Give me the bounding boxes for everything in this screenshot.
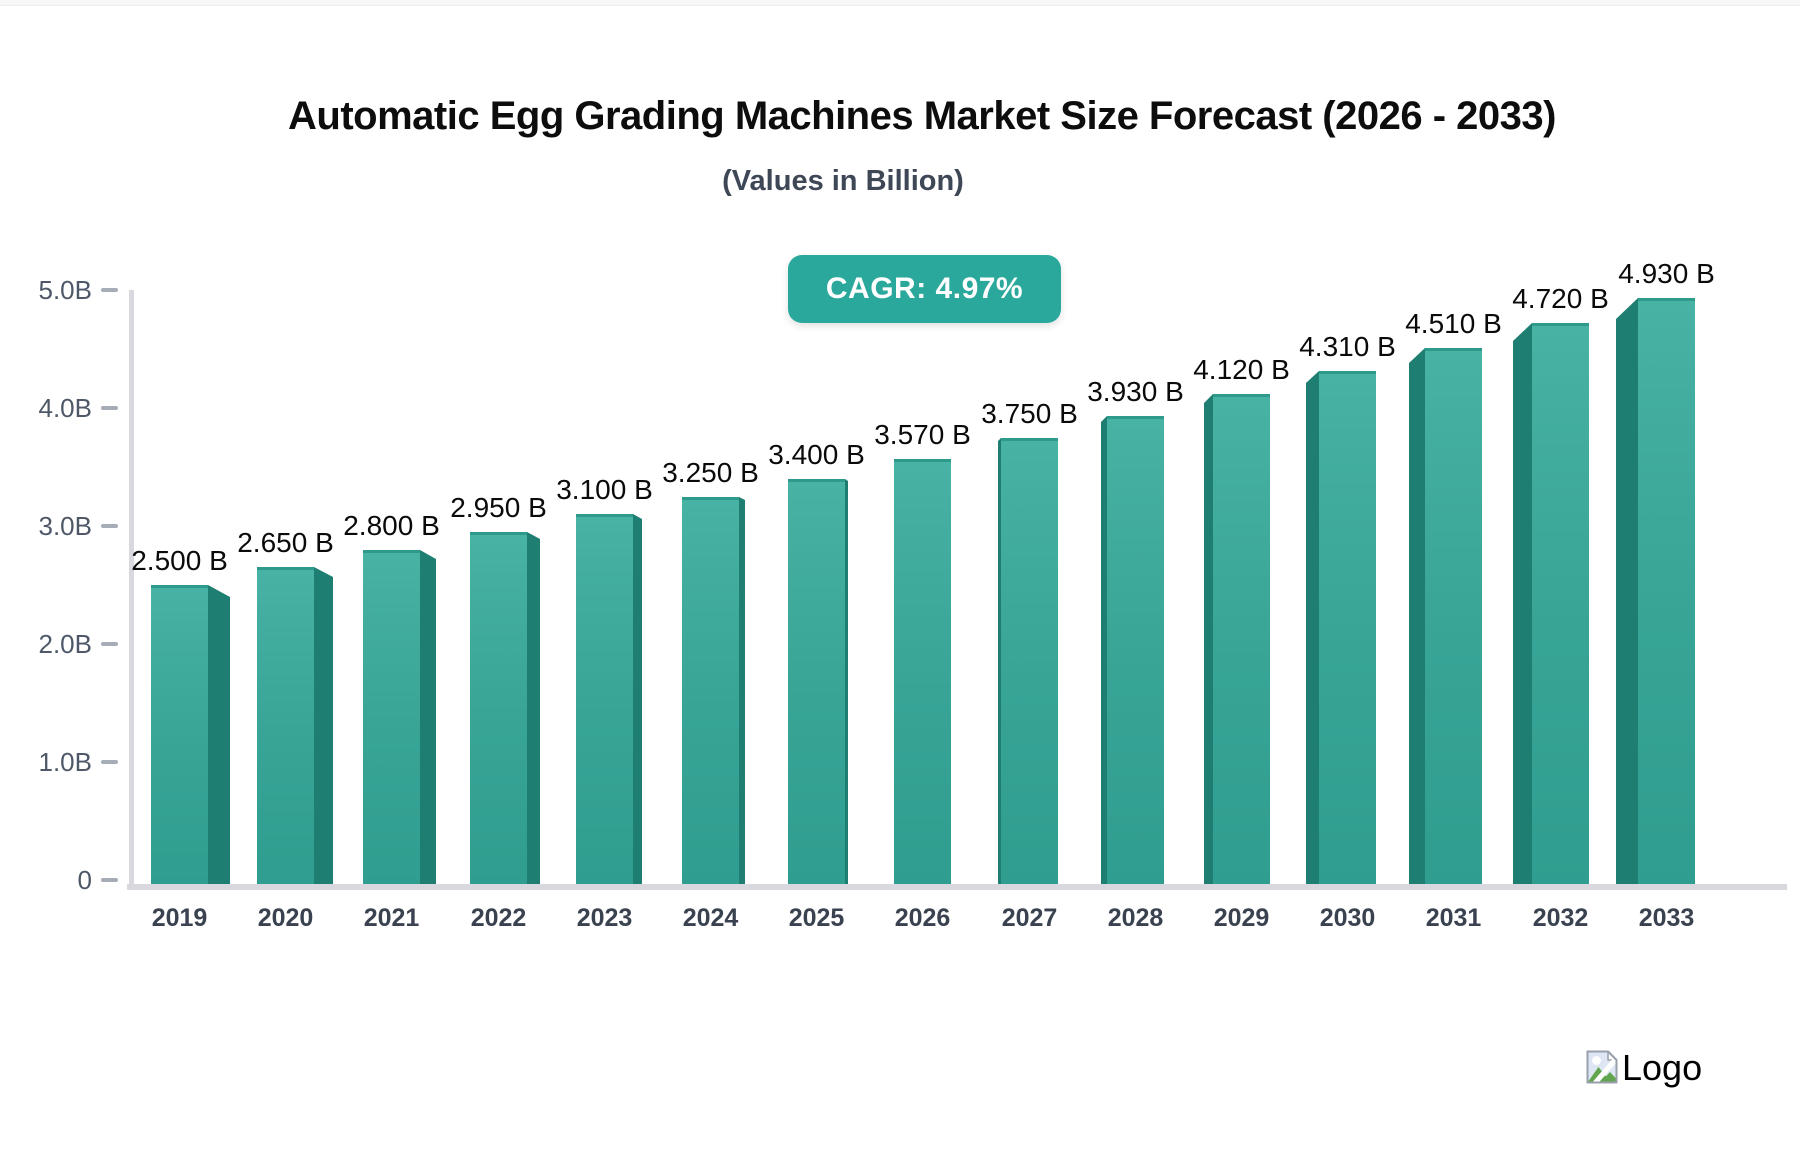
bar-2031 (1425, 348, 1482, 884)
bar-2019-side-face (208, 585, 230, 884)
y-axis-tick-mark (101, 288, 118, 292)
cagr-badge: CAGR: 4.97% (788, 255, 1061, 323)
y-axis-tick-label: 5.0B (38, 275, 93, 305)
y-axis-tick-mark (101, 760, 118, 764)
bar-value-label: 3.400 B (768, 439, 865, 470)
bar-2021-side-face (420, 550, 436, 884)
bar-2020-side-face (314, 567, 333, 884)
bar-2032-side-face (1513, 323, 1532, 884)
bar-2023 (576, 514, 633, 884)
chart-title: Automatic Egg Grading Machines Market Si… (288, 94, 1556, 138)
bar-value-label: 3.250 B (662, 457, 759, 488)
y-axis-line (129, 290, 134, 890)
bar-value-label: 3.750 B (981, 398, 1078, 429)
page-top-strip (0, 0, 1800, 6)
bar-value-label: 2.650 B (237, 527, 334, 558)
y-axis-tick-label: 2.0B (38, 629, 93, 659)
y-axis-tick-label: 3.0B (38, 511, 93, 541)
bar-2030-side-face (1306, 371, 1319, 884)
bar-2029-side-face (1204, 394, 1213, 884)
bar-value-label: 4.510 B (1405, 308, 1502, 339)
bar-2029 (1213, 394, 1270, 884)
bar-2022-side-face (527, 532, 540, 884)
x-axis-tick-label: 2029 (1213, 904, 1270, 932)
bar-value-label: 4.930 B (1618, 258, 1715, 289)
bar-2033-side-face (1616, 298, 1638, 884)
logo-alt-text: Logo (1622, 1047, 1703, 1088)
logo: Logo (1584, 1040, 1703, 1088)
y-axis-tick-mark (101, 642, 118, 646)
bar-2025 (788, 479, 845, 884)
y-axis-tick-mark (101, 524, 118, 528)
x-axis-tick-label: 2033 (1638, 904, 1695, 932)
bar-2027 (1001, 438, 1058, 884)
bar-value-label: 3.570 B (874, 419, 971, 450)
bar-2023-side-face (633, 514, 642, 884)
bar-2031-side-face (1409, 348, 1425, 884)
y-axis-tick-label: 1.0B (38, 747, 93, 777)
y-axis-tick-mark (101, 406, 118, 410)
cagr-badge-label: CAGR: 4.97% (825, 272, 1024, 305)
bar-2024-side-face (739, 497, 745, 884)
bar-2025-side-face (845, 479, 848, 884)
bar-2033 (1638, 298, 1695, 884)
x-axis-tick-label: 2022 (470, 904, 527, 932)
x-axis-tick-label: 2021 (363, 904, 420, 932)
bar-value-label: 4.120 B (1193, 354, 1290, 385)
bar-2028 (1107, 416, 1164, 884)
bar-2027-side-face (998, 438, 1001, 884)
x-axis-tick-label: 2026 (894, 904, 951, 932)
y-axis-tick-mark (101, 878, 118, 882)
bar-2028-side-face (1101, 416, 1107, 884)
x-axis-tick-label: 2023 (576, 904, 633, 932)
bar-value-label: 3.100 B (556, 474, 653, 505)
x-axis-tick-label: 2025 (788, 904, 845, 932)
y-axis-tick-label: 0 (77, 865, 92, 895)
bar-2026 (894, 459, 951, 884)
bar-2020 (257, 567, 314, 884)
bar-2021 (363, 550, 420, 884)
x-axis-tick-label: 2031 (1425, 904, 1482, 932)
x-axis-line (127, 884, 1787, 890)
bar-2032 (1532, 323, 1589, 884)
bar-2022 (470, 532, 527, 884)
bar-value-label: 2.800 B (343, 510, 440, 541)
x-axis-tick-label: 2020 (257, 904, 314, 932)
bar-value-label: 2.500 B (131, 545, 228, 576)
x-axis-tick-label: 2030 (1319, 904, 1376, 932)
x-axis-tick-label: 2032 (1532, 904, 1589, 932)
bar-value-label: 3.930 B (1087, 376, 1184, 407)
bar-value-label: 4.310 B (1299, 331, 1396, 362)
bar-value-label: 4.720 B (1512, 283, 1609, 314)
broken-image-icon (1584, 1048, 1620, 1088)
x-axis-tick-label: 2019 (151, 904, 208, 932)
bar-value-label: 2.950 B (450, 492, 547, 523)
x-axis-tick-label: 2028 (1107, 904, 1164, 932)
x-axis-tick-label: 2024 (682, 904, 739, 932)
bar-2024 (682, 497, 739, 884)
bar-2030 (1319, 371, 1376, 884)
y-axis-tick-label: 4.0B (38, 393, 93, 423)
bar-2019 (151, 585, 208, 884)
chart-subtitle: (Values in Billion) (722, 165, 964, 197)
x-axis-tick-label: 2027 (1001, 904, 1058, 932)
